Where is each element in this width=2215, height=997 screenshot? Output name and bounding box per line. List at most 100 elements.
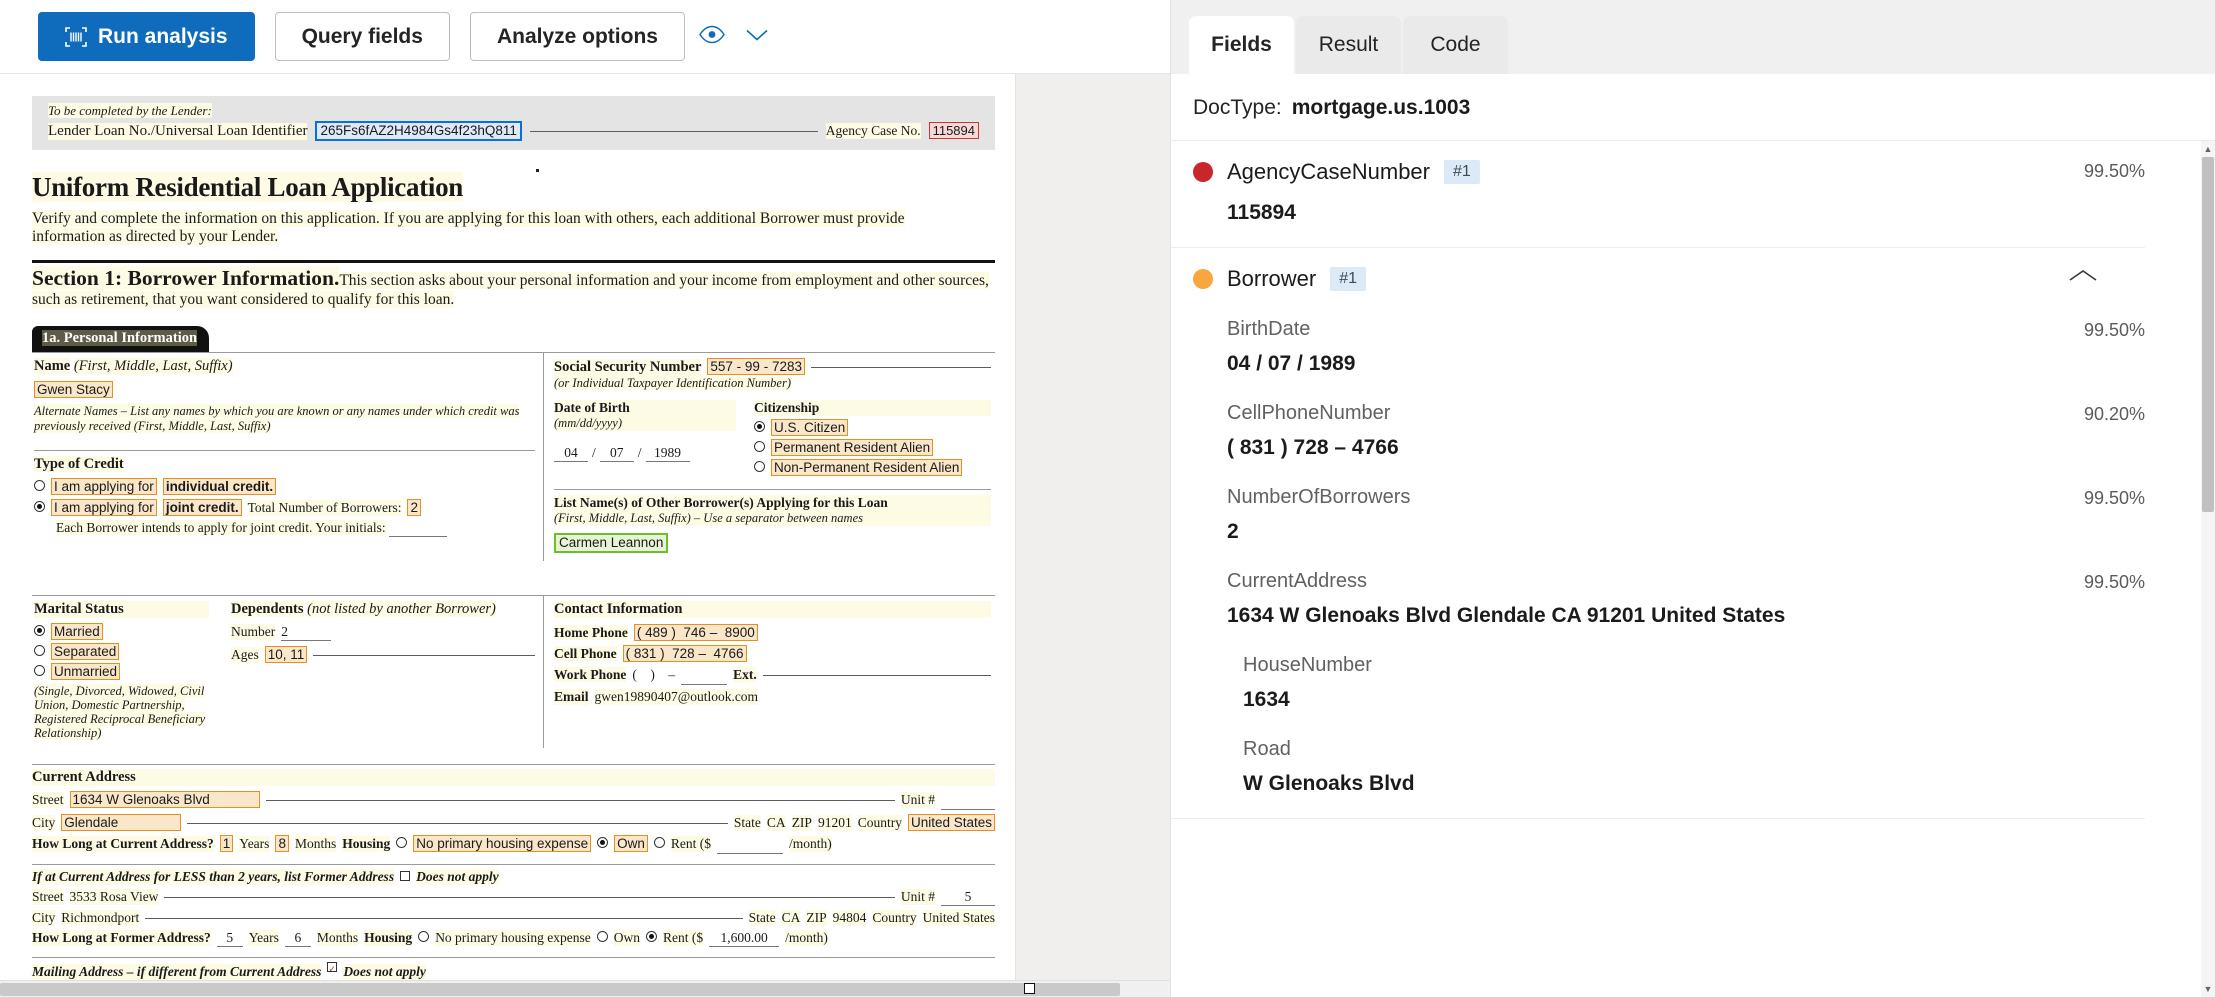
cell-phone-value[interactable]: ( 831 ) 728 – 4766 (622, 645, 747, 662)
dob-month[interactable]: 04 (554, 445, 588, 462)
radio-joint-credit[interactable] (34, 501, 45, 512)
subfield-currentaddress[interactable]: CurrentAddress 1634 W Glenoaks Blvd Glen… (1171, 570, 2145, 628)
vertical-scrollbar[interactable]: ▲ ▼ (2201, 141, 2215, 997)
dependents-ages-value[interactable]: 10, 11 (264, 646, 308, 663)
tab-fields[interactable]: Fields (1189, 16, 1294, 74)
current-country-value[interactable]: United States (907, 814, 995, 831)
dob-year[interactable]: 1989 (645, 445, 690, 462)
tab-result[interactable]: Result (1296, 16, 1401, 74)
credit-option-joint[interactable]: I am applying for joint credit. Total Nu… (34, 499, 535, 516)
current-state-value[interactable]: CA (766, 815, 786, 831)
dependents-ages-label: Ages (231, 647, 259, 663)
subfield-birthdate[interactable]: BirthDate 04 / 07 / 1989 99.50% (1171, 318, 2145, 376)
scroll-down-arrow[interactable]: ▼ (2203, 984, 2213, 994)
dob-day[interactable]: 07 (599, 445, 634, 462)
run-analysis-button[interactable]: Run analysis (38, 12, 255, 61)
radio-rent[interactable] (653, 837, 665, 848)
credit-option-individual[interactable]: I am applying for individual credit. (34, 478, 535, 495)
total-borrowers-value[interactable]: 2 (407, 499, 421, 516)
citizenship-option-1[interactable]: U.S. Citizen (754, 419, 991, 436)
former-city-value[interactable]: Richmondport (61, 910, 140, 926)
marital-option-married[interactable]: Married (34, 623, 209, 640)
lender-loan-value[interactable]: 265Fs6fAZ2H4984Gs4f23hQ811 (315, 121, 522, 141)
contact-label: Contact Information (554, 601, 991, 618)
former-months-value[interactable]: 6 (284, 930, 311, 947)
checkbox-former-not-apply[interactable] (400, 871, 411, 881)
ssn-value[interactable]: 557 - 99 - 7283 (707, 358, 805, 375)
radio-permanent-resident[interactable] (754, 441, 765, 452)
current-years-value[interactable]: 1 (219, 835, 234, 852)
radio-no-housing-expense[interactable] (396, 837, 408, 848)
field-group-borrower[interactable]: Borrower #1 BirthDate 04 / 07 / 1989 99.… (1171, 248, 2145, 819)
name-value[interactable]: Gwen Stacy (34, 381, 113, 398)
radio-former-own[interactable] (596, 931, 608, 942)
current-street-value[interactable]: 1634 W Glenoaks Blvd (69, 791, 260, 808)
radio-former-no-housing[interactable] (418, 931, 430, 942)
doctype-value: mortgage.us.1003 (1291, 96, 1471, 119)
radio-nonpermanent-resident[interactable] (754, 461, 765, 472)
former-years-value[interactable]: 5 (216, 930, 243, 947)
scan-icon (65, 26, 87, 47)
other-borrower-value[interactable]: Carmen Leannon (554, 533, 669, 553)
former-unit-value[interactable]: 5 (941, 889, 995, 906)
radio-own[interactable] (597, 837, 609, 848)
type-credit-label: Type of Credit (34, 456, 124, 472)
subfield-road[interactable]: Road W Glenoaks Blvd (1171, 738, 2145, 796)
home-phone-value[interactable]: ( 489 ) 746 – 8900 (633, 624, 758, 641)
radio-us-citizen[interactable] (754, 421, 765, 432)
resize-handle[interactable] (1024, 983, 1035, 994)
dob-values: 04 / 07 / 1989 (554, 445, 736, 462)
subfield-cellphonenumber[interactable]: CellPhoneNumber ( 831 ) 728 – 4766 90.20… (1171, 402, 2145, 460)
analyze-options-button[interactable]: Analyze options (469, 12, 685, 61)
marital-option-unmarried[interactable]: Unmarried (34, 663, 209, 680)
former-street-value[interactable]: 3533 Rosa View (69, 889, 159, 905)
former-state-value[interactable]: CA (781, 910, 801, 926)
analyze-options-label: Analyze options (496, 24, 658, 48)
radio-separated[interactable] (34, 645, 45, 656)
field-index-badge: #1 (1330, 267, 1367, 291)
chevron-down-icon[interactable] (744, 26, 770, 47)
mailing-note-row: Mailing Address – if different from Curr… (32, 962, 995, 980)
field-group-header[interactable]: Borrower #1 (1171, 266, 2145, 292)
subfield-value: ( 831 ) 728 – 4766 (1227, 436, 1399, 459)
eye-icon[interactable] (698, 24, 726, 49)
query-fields-button[interactable]: Query fields (274, 12, 450, 61)
contact-information-block: Contact Information Home Phone ( 489 ) 7… (544, 596, 995, 748)
former-zip-value[interactable]: 94804 (832, 910, 867, 926)
document-canvas[interactable]: To be completed by the Lender: Lender Lo… (0, 74, 1170, 997)
citizenship-option-3[interactable]: Non-Permanent Resident Alien (754, 459, 991, 476)
former-country-value[interactable]: United States (922, 910, 995, 926)
current-zip-value[interactable]: 91201 (817, 815, 852, 831)
citizenship-opt2-label: Permanent Resident Alien (771, 439, 934, 456)
vertical-scrollbar-thumb[interactable] (2202, 157, 2214, 512)
agency-case-value[interactable]: 115894 (928, 122, 979, 139)
scroll-up-arrow[interactable]: ▲ (2203, 144, 2213, 154)
field-group-agencycasenumber[interactable]: AgencyCaseNumber #1 99.50% 115894 (1171, 141, 2145, 248)
subfield-numberofborrowers[interactable]: NumberOfBorrowers 2 99.50% (1171, 486, 2145, 544)
former-per-month: /month) (785, 930, 828, 946)
canvas-right-gutter (1015, 74, 1170, 980)
field-group-name: AgencyCaseNumber (1227, 159, 1430, 184)
horizontal-scrollbar-thumb[interactable] (0, 983, 1120, 996)
citizenship-option-2[interactable]: Permanent Resident Alien (754, 439, 991, 456)
dob-citizenship-row: Date of Birth (mm/dd/yyyy) 04 / 07 / 198… (554, 400, 991, 476)
marital-option-separated[interactable]: Separated (34, 643, 209, 660)
personal-left-column: Name (First, Middle, Last, Suffix) Gwen … (32, 353, 544, 561)
tab-code[interactable]: Code (1403, 16, 1508, 74)
subfield-housenumber[interactable]: HouseNumber 1634 (1171, 654, 2145, 712)
email-value[interactable]: gwen19890407@outlook.com (594, 689, 759, 705)
subfield-confidence: 90.20% (2083, 404, 2145, 424)
radio-married[interactable] (34, 625, 45, 636)
radio-individual-credit[interactable] (34, 480, 45, 491)
former-rent-amount[interactable]: 1,600.00 (709, 930, 780, 947)
dependents-number-value[interactable]: 2 (281, 624, 332, 641)
current-months-value[interactable]: 8 (275, 835, 289, 852)
horizontal-scrollbar[interactable] (0, 980, 1170, 997)
current-city-value[interactable]: Glendale (61, 814, 182, 831)
field-group-header[interactable]: AgencyCaseNumber #1 99.50% (1171, 159, 2145, 185)
checkbox-mailing-not-apply[interactable] (327, 962, 338, 972)
chevron-up-icon[interactable] (2067, 266, 2099, 291)
fields-list[interactable]: AgencyCaseNumber #1 99.50% 115894 Borrow… (1171, 141, 2215, 997)
radio-unmarried[interactable] (34, 665, 45, 676)
radio-former-rent[interactable] (646, 931, 658, 942)
